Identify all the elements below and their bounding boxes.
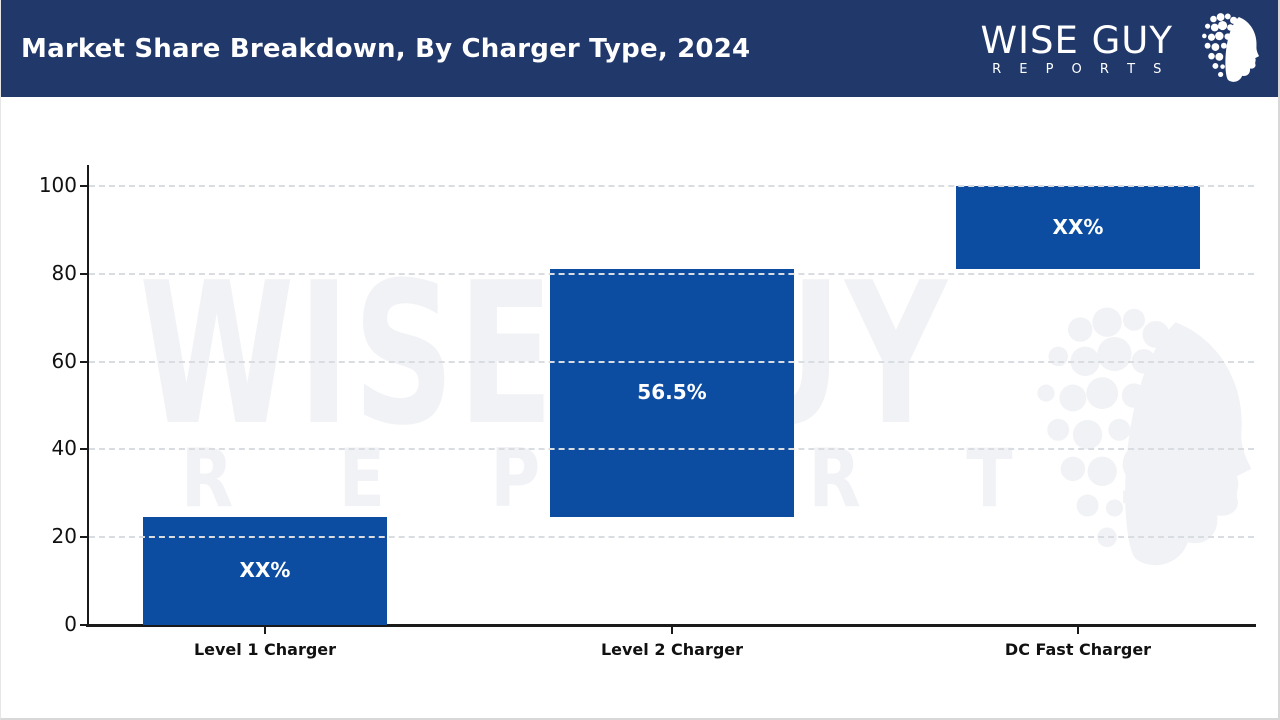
- y-tick-label: 20: [51, 524, 77, 549]
- y-tick-mark: [80, 272, 88, 275]
- y-tick-mark: [80, 448, 88, 451]
- gridline: [89, 448, 1254, 451]
- x-tick-mark: [671, 627, 673, 634]
- x-tick-mark: [264, 627, 266, 634]
- gridline: [89, 536, 1254, 539]
- y-tick-mark: [80, 624, 88, 626]
- bar-value-label: XX%: [239, 558, 291, 583]
- y-tick-label: 0: [64, 612, 77, 636]
- y-tick-label: 100: [38, 173, 77, 197]
- y-axis-line: [87, 165, 89, 625]
- x-axis-line: [86, 624, 1256, 627]
- header: Market Share Breakdown, By Charger Type,…: [1, 0, 1278, 97]
- y-tick-label: 40: [51, 436, 77, 461]
- bar-value-label: XX%: [1052, 214, 1104, 239]
- gridline: [89, 272, 1254, 275]
- brand-subtitle: R E P O R T S: [992, 61, 1169, 77]
- x-category-label: Level 2 Charger: [600, 640, 744, 659]
- y-tick-mark: [80, 536, 88, 539]
- brand-name: WISE GUY: [980, 18, 1173, 62]
- x-category-label: DC Fast Charger: [1004, 640, 1152, 659]
- brand-head-icon: [1202, 12, 1260, 82]
- y-tick-mark: [80, 185, 88, 187]
- y-tick-label: 80: [51, 260, 77, 285]
- brand-text: WISE GUY R E P O R T S: [981, 22, 1173, 76]
- bar: [143, 517, 387, 625]
- bar: [550, 269, 794, 518]
- gridline: [89, 185, 1254, 187]
- x-tick-mark: [1077, 627, 1079, 634]
- bar: [956, 186, 1200, 270]
- brand-logo: WISE GUY R E P O R T S: [981, 8, 1263, 90]
- gridline: [89, 360, 1254, 363]
- bar-value-label: 56.5%: [637, 380, 707, 405]
- y-tick-mark: [80, 360, 88, 363]
- chart-title: Market Share Breakdown, By Charger Type,…: [21, 33, 751, 64]
- x-category-label: Level 1 Charger: [193, 640, 337, 659]
- y-tick-label: 60: [51, 348, 77, 373]
